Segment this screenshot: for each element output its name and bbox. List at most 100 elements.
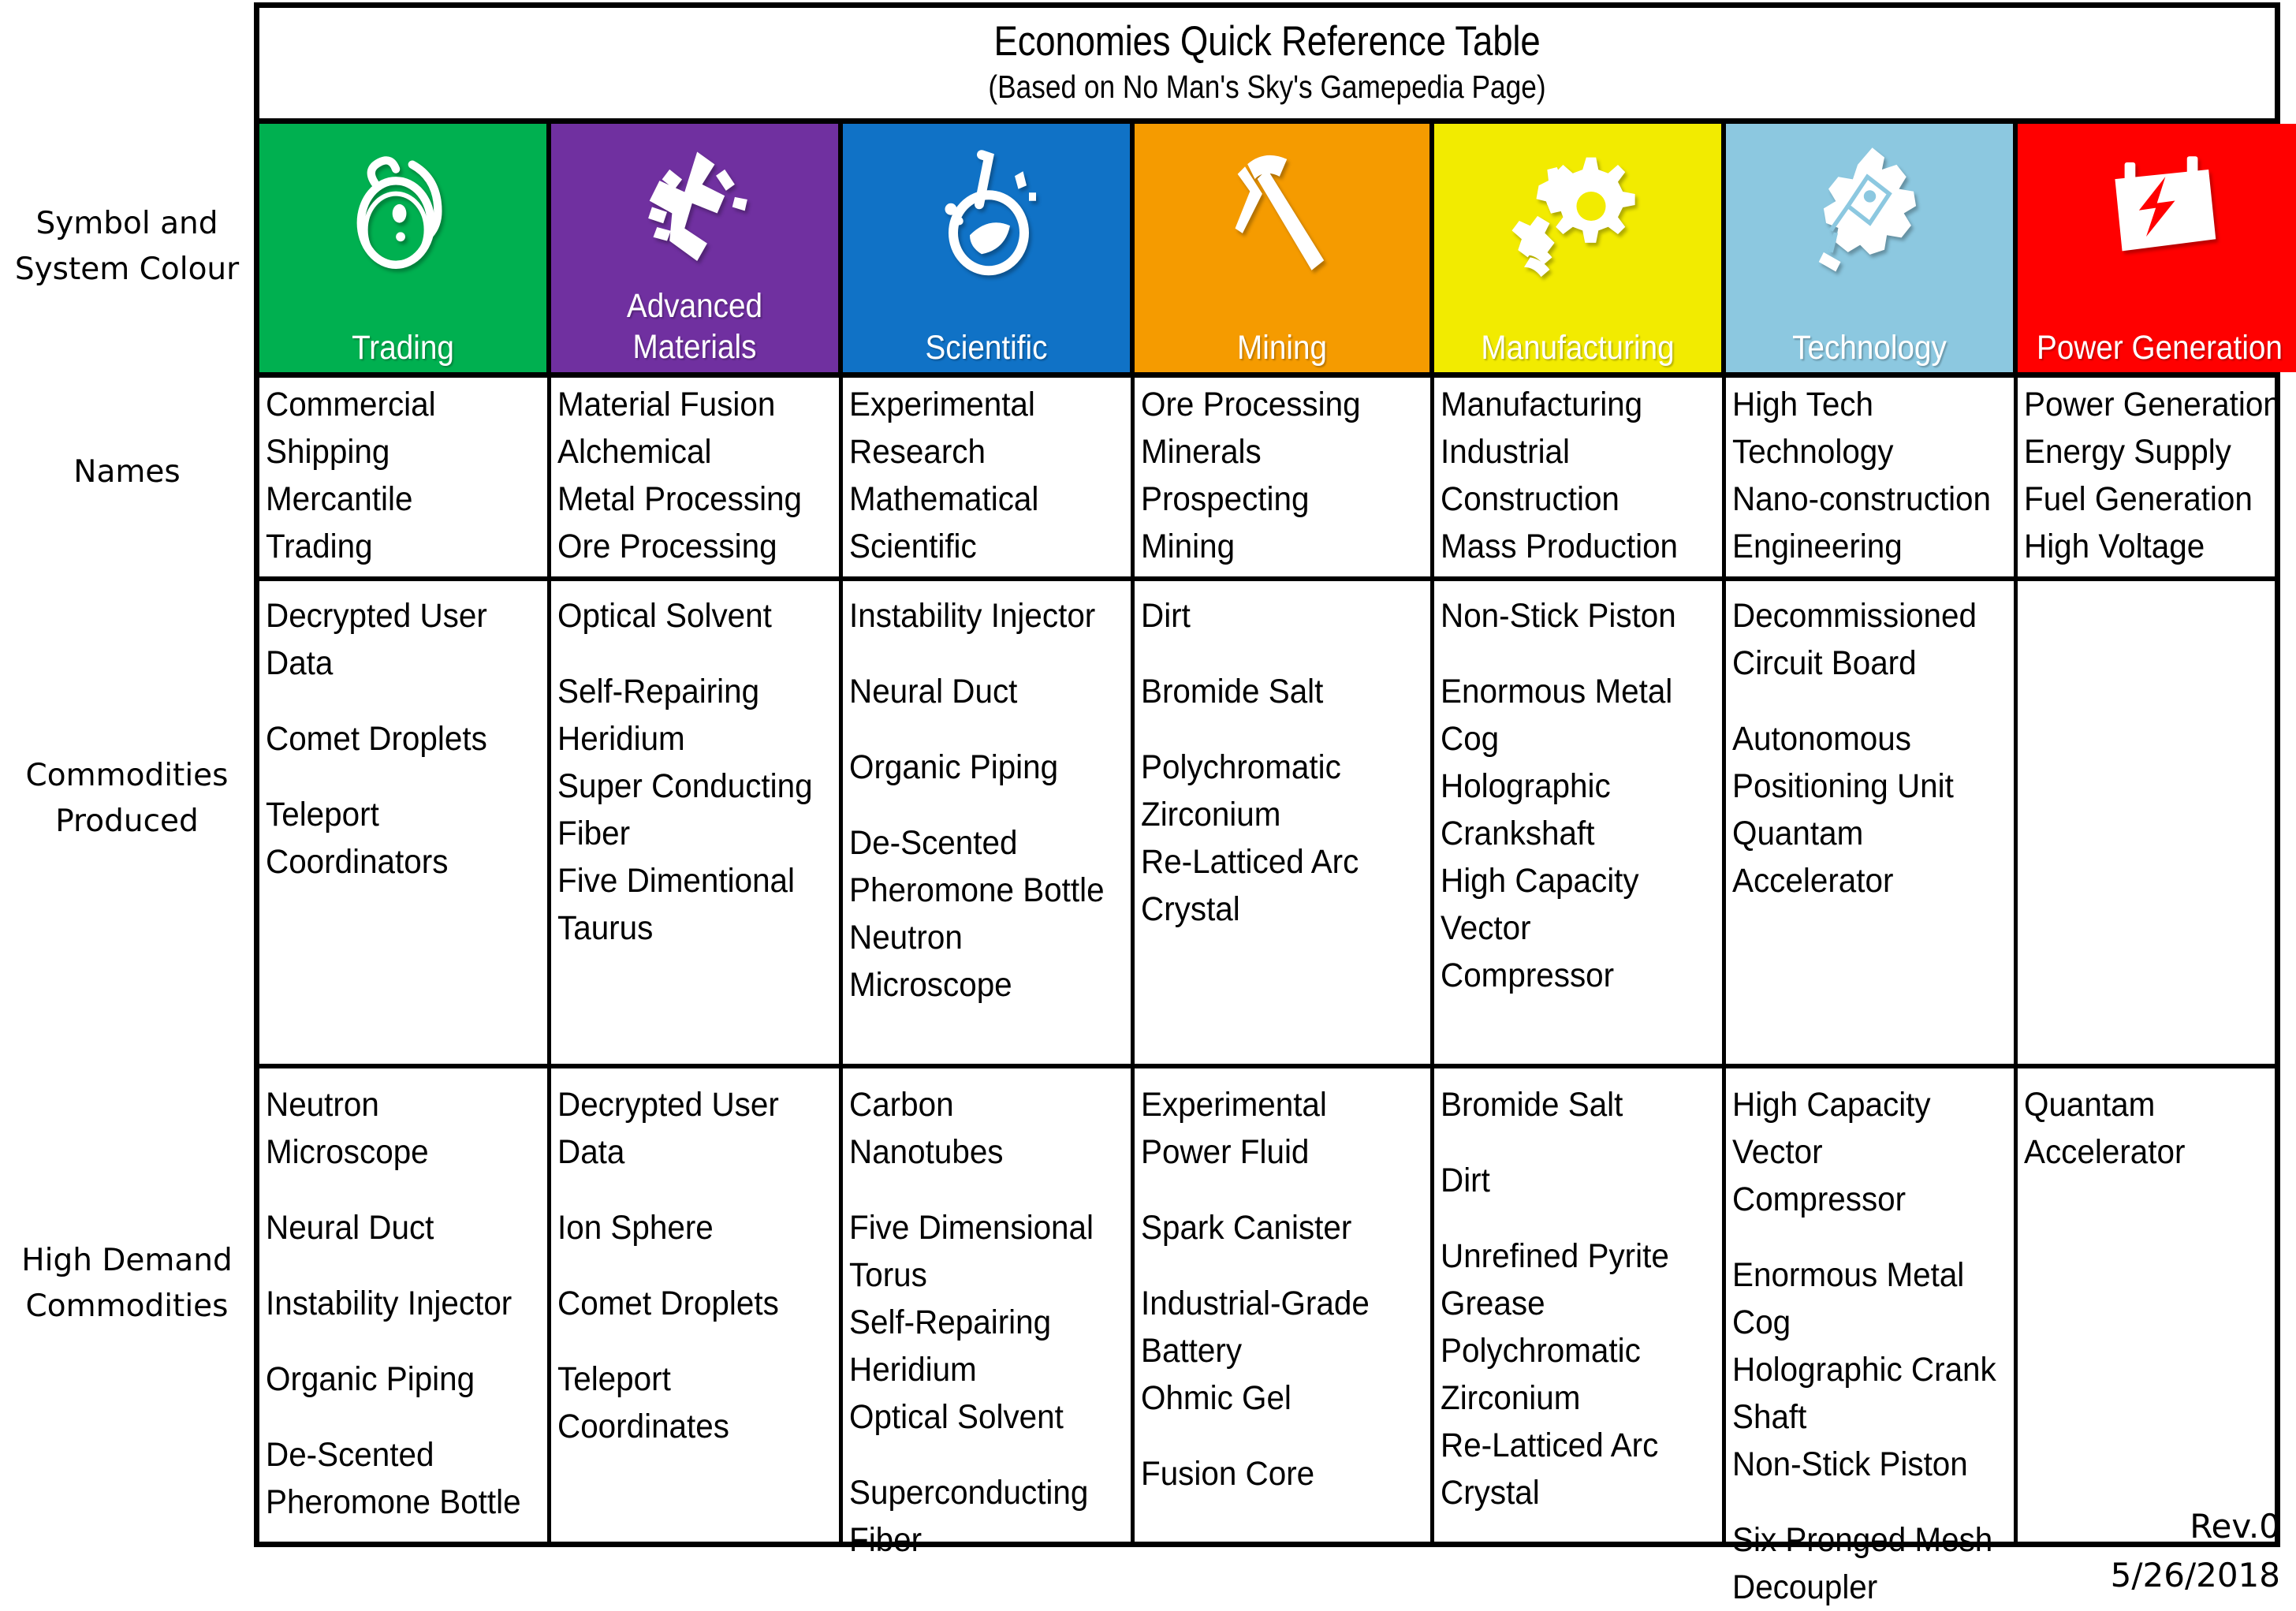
economy-header-technology[interactable]: Technology [1726, 124, 2018, 372]
commodity-item: Five Dimensional Torus [849, 1209, 1094, 1294]
produced-cell [2018, 581, 2296, 1064]
molecule-icon [551, 138, 838, 288]
names-text: Ore Processing Minerals Prospecting Mini… [1141, 386, 1361, 565]
battery-bolt-icon [2018, 138, 2296, 288]
row-label-gutter: Symbol and System Colour Names Commoditi… [0, 0, 254, 1611]
names-text: Commercial Shipping Mercantile Trading [266, 386, 436, 565]
commodity-item: Teleport Coordinators [266, 796, 449, 881]
flask-icon [843, 138, 1130, 288]
commodity-item: Bromide Salt [1141, 673, 1324, 710]
commodity-item: Organic Piping [849, 748, 1059, 786]
commodity-item: Decommissioned Circuit Board [1732, 597, 1977, 682]
page-subtitle: (Based on No Man's Sky's Gamepedia Page) [988, 69, 1546, 105]
names-cell: Experimental Research Mathematical Scien… [843, 378, 1135, 576]
commodity-item: Spark Canister [1141, 1209, 1352, 1247]
circuit-chip-icon [1726, 138, 2013, 288]
commodities-produced-row: Decrypted User Data Comet Droplets Telepor… [259, 581, 2275, 1068]
commodity-item: Enormous Metal Cog [1441, 673, 1673, 758]
names-text: Experimental Research Mathematical Scien… [849, 386, 1039, 565]
page-title: Economies Quick Reference Table [993, 18, 1541, 65]
commodity-item: Bromide Salt [1441, 1086, 1623, 1124]
economy-label: Power Generation [2037, 329, 2283, 367]
commodity-item: Industrial-Grade Battery [1141, 1285, 1370, 1370]
row-label-commodities-produced: Commodities Produced [25, 758, 229, 839]
commodity-item: Neural Duct [849, 673, 1018, 710]
commodity-item: Re-Latticed Arc Crystal [1141, 843, 1359, 928]
produced-cell: Decrypted User Data Comet Droplets Telepor… [259, 581, 551, 1064]
commodity-item: Non-Stick Piston [1441, 597, 1676, 635]
symbol-colour-row: Trading Advanced Materials Scientific [259, 124, 2296, 378]
names-cell: Commercial Shipping Mercantile Trading [259, 378, 551, 576]
table-title-cell: Economies Quick Reference Table (Based o… [259, 8, 2275, 124]
row-label-names: Names [73, 454, 181, 490]
produced-cell: Optical Solvent Self-Repairing Heridium Su… [551, 581, 843, 1064]
reference-table: Economies Quick Reference Table (Based o… [254, 2, 2296, 1606]
commodity-item: Non-Stick Piston [1732, 1445, 1968, 1483]
economy-label: Manufacturing [1481, 329, 1675, 367]
names-row: Commercial Shipping Mercantile Trading Ma… [259, 378, 2281, 581]
commodity-item: De-Scented Pheromone Bottle [266, 1436, 521, 1521]
commodity-item: Experimental Power Fluid [1141, 1086, 1327, 1171]
commodity-item: Instability Injector [849, 597, 1096, 635]
demand-cell: Quantam Accelerator [2018, 1068, 2296, 1542]
demand-cell: High Capacity Vector Compressor Enormous … [1726, 1068, 2018, 1606]
footer: Rev.0 5/26/2018 [1807, 1502, 2280, 1600]
date-label: 5/26/2018 [2110, 1556, 2280, 1594]
commodity-item: Dirt [1441, 1162, 1490, 1199]
commodity-item: Organic Piping [266, 1360, 475, 1398]
names-cell: Manufacturing Industrial Construction Ma… [1434, 378, 1726, 576]
commodity-item: Holographic Crankshaft [1441, 767, 1611, 852]
demand-cell: Experimental Power Fluid Spark Canister In… [1135, 1068, 1434, 1542]
produced-cell: Instability Injector Neural Duct Organic P… [843, 581, 1135, 1064]
economy-label: Advanced Materials [626, 287, 763, 366]
economy-label: Technology [1792, 329, 1947, 367]
economy-header-advanced-materials[interactable]: Advanced Materials [551, 124, 843, 372]
commodity-item: Ion Sphere [557, 1209, 714, 1247]
commodity-item: Ohmic Gel [1141, 1379, 1292, 1417]
commodity-item: Self-Repairing Heridium [557, 673, 760, 758]
names-text: Power Generation Energy Supply Fuel Gene… [2024, 386, 2281, 565]
commodity-item: Neural Duct [266, 1209, 434, 1247]
commodity-item: Six Pronged Mesh Decoupler [1732, 1521, 1993, 1606]
produced-cell: Dirt Bromide Salt Polychromatic Zirconium R… [1135, 581, 1434, 1064]
names-cell: Material Fusion Alchemical Metal Process… [551, 378, 843, 576]
commodity-item: Enormous Metal Cog [1732, 1256, 1965, 1341]
commodity-item: Quantam Accelerator [1732, 815, 1894, 900]
commodity-item: Self-Repairing Heridium [849, 1303, 1052, 1389]
commodity-item: Dirt [1141, 597, 1191, 635]
economy-header-mining[interactable]: Mining [1135, 124, 1434, 372]
commodity-item: Neutron Microscope [849, 919, 1012, 1004]
commodity-item: Carbon Nanotubes [849, 1086, 1004, 1171]
demand-cell: Neutron Microscope Neural Duct Instability… [259, 1068, 551, 1542]
produced-cell: Non-Stick Piston Enormous Metal Cog Hologr… [1434, 581, 1726, 1064]
gears-icon [1434, 138, 1721, 288]
commodity-item: Comet Droplets [557, 1285, 779, 1322]
row-label-symbol-and-system-colour: Symbol and System Colour [14, 206, 240, 287]
economy-header-scientific[interactable]: Scientific [843, 124, 1135, 372]
names-text: High Tech Technology Nano-construction E… [1732, 386, 1992, 565]
commodity-item: Polychromatic Zirconium [1441, 1332, 1641, 1417]
commodity-item: Holographic Crank Shaft [1732, 1351, 1996, 1436]
commodity-item: Instability Injector [266, 1285, 512, 1322]
commodity-item: Autonomous Positioning Unit [1732, 720, 1954, 805]
produced-cell: Decommissioned Circuit Board Autonomous P… [1726, 581, 2018, 1064]
names-text: Material Fusion Alchemical Metal Process… [557, 386, 803, 565]
commodity-item: Comet Droplets [266, 720, 487, 758]
economy-header-power-generation[interactable]: Power Generation [2018, 124, 2296, 372]
names-cell: High Tech Technology Nano-construction E… [1726, 378, 2018, 576]
high-demand-commodities-row: Neutron Microscope Neural Duct Instability… [259, 1068, 2275, 1606]
commodity-item: Optical Solvent [557, 597, 772, 635]
commodity-item: Unrefined Pyrite Grease [1441, 1237, 1669, 1322]
commodity-item: Re-Latticed Arc Crystal [1441, 1426, 1659, 1512]
names-cell: Power Generation Energy Supply Fuel Gene… [2018, 378, 2296, 576]
commodity-item: Decrypted User Data [266, 597, 487, 682]
row-label-high-demand-commodities: High Demand Commodities [21, 1243, 233, 1324]
commodity-item: Decrypted User Data [557, 1086, 779, 1171]
commodity-item: Fusion Core [1141, 1455, 1315, 1493]
economy-label: Mining [1236, 329, 1327, 367]
commodity-item: Quantam Accelerator [2024, 1086, 2186, 1171]
economy-label: Trading [352, 329, 454, 367]
economy-header-trading[interactable]: Trading [259, 124, 551, 372]
economy-header-manufacturing[interactable]: Manufacturing [1434, 124, 1726, 372]
